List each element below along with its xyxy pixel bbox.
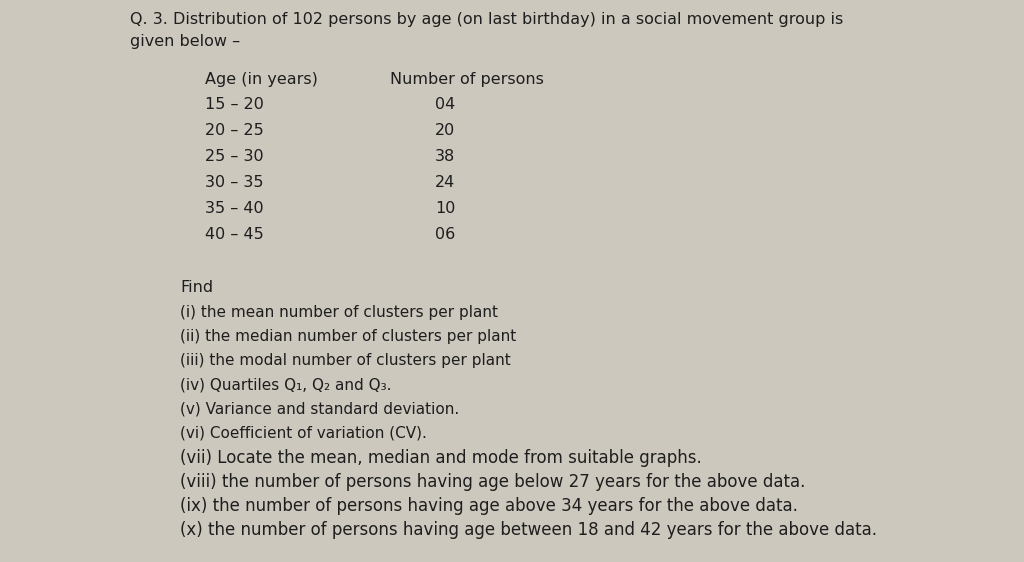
Text: 06: 06 (435, 227, 456, 242)
Text: 15 – 20: 15 – 20 (205, 97, 264, 112)
Text: 04: 04 (435, 97, 456, 112)
Text: 38: 38 (435, 149, 456, 164)
Text: Age (in years): Age (in years) (205, 72, 317, 87)
Text: 30 – 35: 30 – 35 (205, 175, 263, 190)
Text: (iv) Quartiles Q₁, Q₂ and Q₃.: (iv) Quartiles Q₁, Q₂ and Q₃. (180, 377, 391, 392)
Text: (i) the mean number of clusters per plant: (i) the mean number of clusters per plan… (180, 305, 498, 320)
Text: 20: 20 (435, 123, 456, 138)
Text: 10: 10 (435, 201, 456, 216)
Text: (viii) the number of persons having age below 27 years for the above data.: (viii) the number of persons having age … (180, 473, 805, 491)
Text: Number of persons: Number of persons (390, 72, 544, 87)
Text: 20 – 25: 20 – 25 (205, 123, 264, 138)
Text: 35 – 40: 35 – 40 (205, 201, 263, 216)
Text: Q. 3. Distribution of 102 persons by age (on last birthday) in a social movement: Q. 3. Distribution of 102 persons by age… (130, 12, 843, 27)
Text: 40 – 45: 40 – 45 (205, 227, 264, 242)
Text: 25 – 30: 25 – 30 (205, 149, 263, 164)
Text: (vii) Locate the mean, median and mode from suitable graphs.: (vii) Locate the mean, median and mode f… (180, 449, 701, 467)
Text: (iii) the modal number of clusters per plant: (iii) the modal number of clusters per p… (180, 353, 511, 368)
Text: Find: Find (180, 280, 213, 295)
Text: (vi) Coefficient of variation (CV).: (vi) Coefficient of variation (CV). (180, 425, 427, 440)
Text: (ix) the number of persons having age above 34 years for the above data.: (ix) the number of persons having age ab… (180, 497, 798, 515)
Text: given below –: given below – (130, 34, 240, 49)
Text: 24: 24 (435, 175, 456, 190)
Text: (ii) the median number of clusters per plant: (ii) the median number of clusters per p… (180, 329, 516, 344)
Text: (v) Variance and standard deviation.: (v) Variance and standard deviation. (180, 401, 459, 416)
Text: (x) the number of persons having age between 18 and 42 years for the above data.: (x) the number of persons having age bet… (180, 521, 877, 539)
